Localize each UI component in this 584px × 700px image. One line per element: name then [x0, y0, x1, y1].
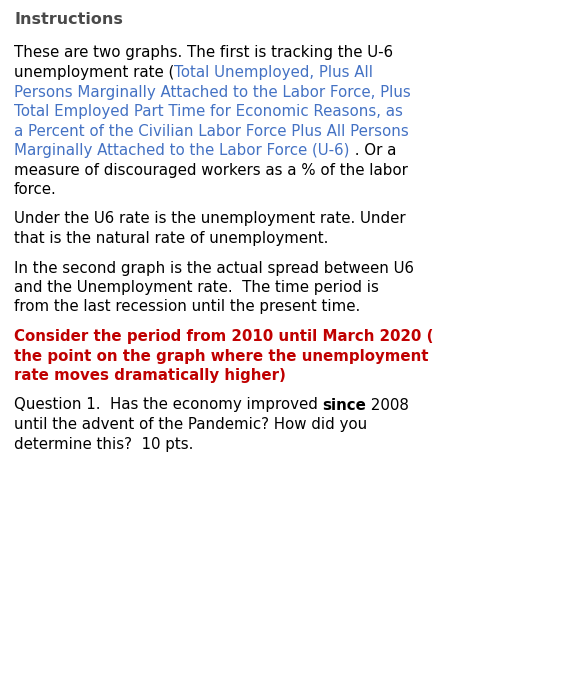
Text: Marginally Attached to the Labor Force (U-6): Marginally Attached to the Labor Force (…	[14, 143, 349, 158]
Text: Total Unemployed, Plus All: Total Unemployed, Plus All	[174, 65, 373, 80]
Text: Total Employed Part Time for Economic Reasons, as: Total Employed Part Time for Economic Re…	[14, 104, 403, 119]
Text: that is the natural rate of unemployment.: that is the natural rate of unemployment…	[14, 231, 328, 246]
Text: determine this?  10 pts.: determine this? 10 pts.	[14, 437, 193, 452]
Text: 2008: 2008	[367, 398, 409, 412]
Text: Question 1.  Has the economy improved: Question 1. Has the economy improved	[14, 398, 322, 412]
Text: These are two graphs. The first is tracking the U-6: These are two graphs. The first is track…	[14, 46, 393, 60]
Text: unemployment rate (: unemployment rate (	[14, 65, 174, 80]
Text: until the advent of the Pandemic? How did you: until the advent of the Pandemic? How di…	[14, 417, 367, 432]
Text: force.: force.	[14, 182, 57, 197]
Text: from the last recession until the present time.: from the last recession until the presen…	[14, 300, 360, 314]
Text: since: since	[322, 398, 367, 412]
Text: a Percent of the Civilian Labor Force Plus All Persons: a Percent of the Civilian Labor Force Pl…	[14, 123, 409, 139]
Text: rate moves dramatically higher): rate moves dramatically higher)	[14, 368, 286, 383]
Text: and the Unemployment rate.  The time period is: and the Unemployment rate. The time peri…	[14, 280, 379, 295]
Text: measure of discouraged workers as a % of the labor: measure of discouraged workers as a % of…	[14, 162, 408, 178]
Text: Consider the period from 2010 until March 2020 (: Consider the period from 2010 until Marc…	[14, 329, 433, 344]
Text: . Or a: . Or a	[349, 143, 396, 158]
Text: Instructions: Instructions	[14, 12, 123, 27]
Text: the point on the graph where the unemployment: the point on the graph where the unemplo…	[14, 349, 429, 363]
Text: In the second graph is the actual spread between U6: In the second graph is the actual spread…	[14, 260, 414, 276]
Text: Persons Marginally Attached to the Labor Force, Plus: Persons Marginally Attached to the Labor…	[14, 85, 411, 99]
Text: Under the U6 rate is the unemployment rate. Under: Under the U6 rate is the unemployment ra…	[14, 211, 406, 227]
